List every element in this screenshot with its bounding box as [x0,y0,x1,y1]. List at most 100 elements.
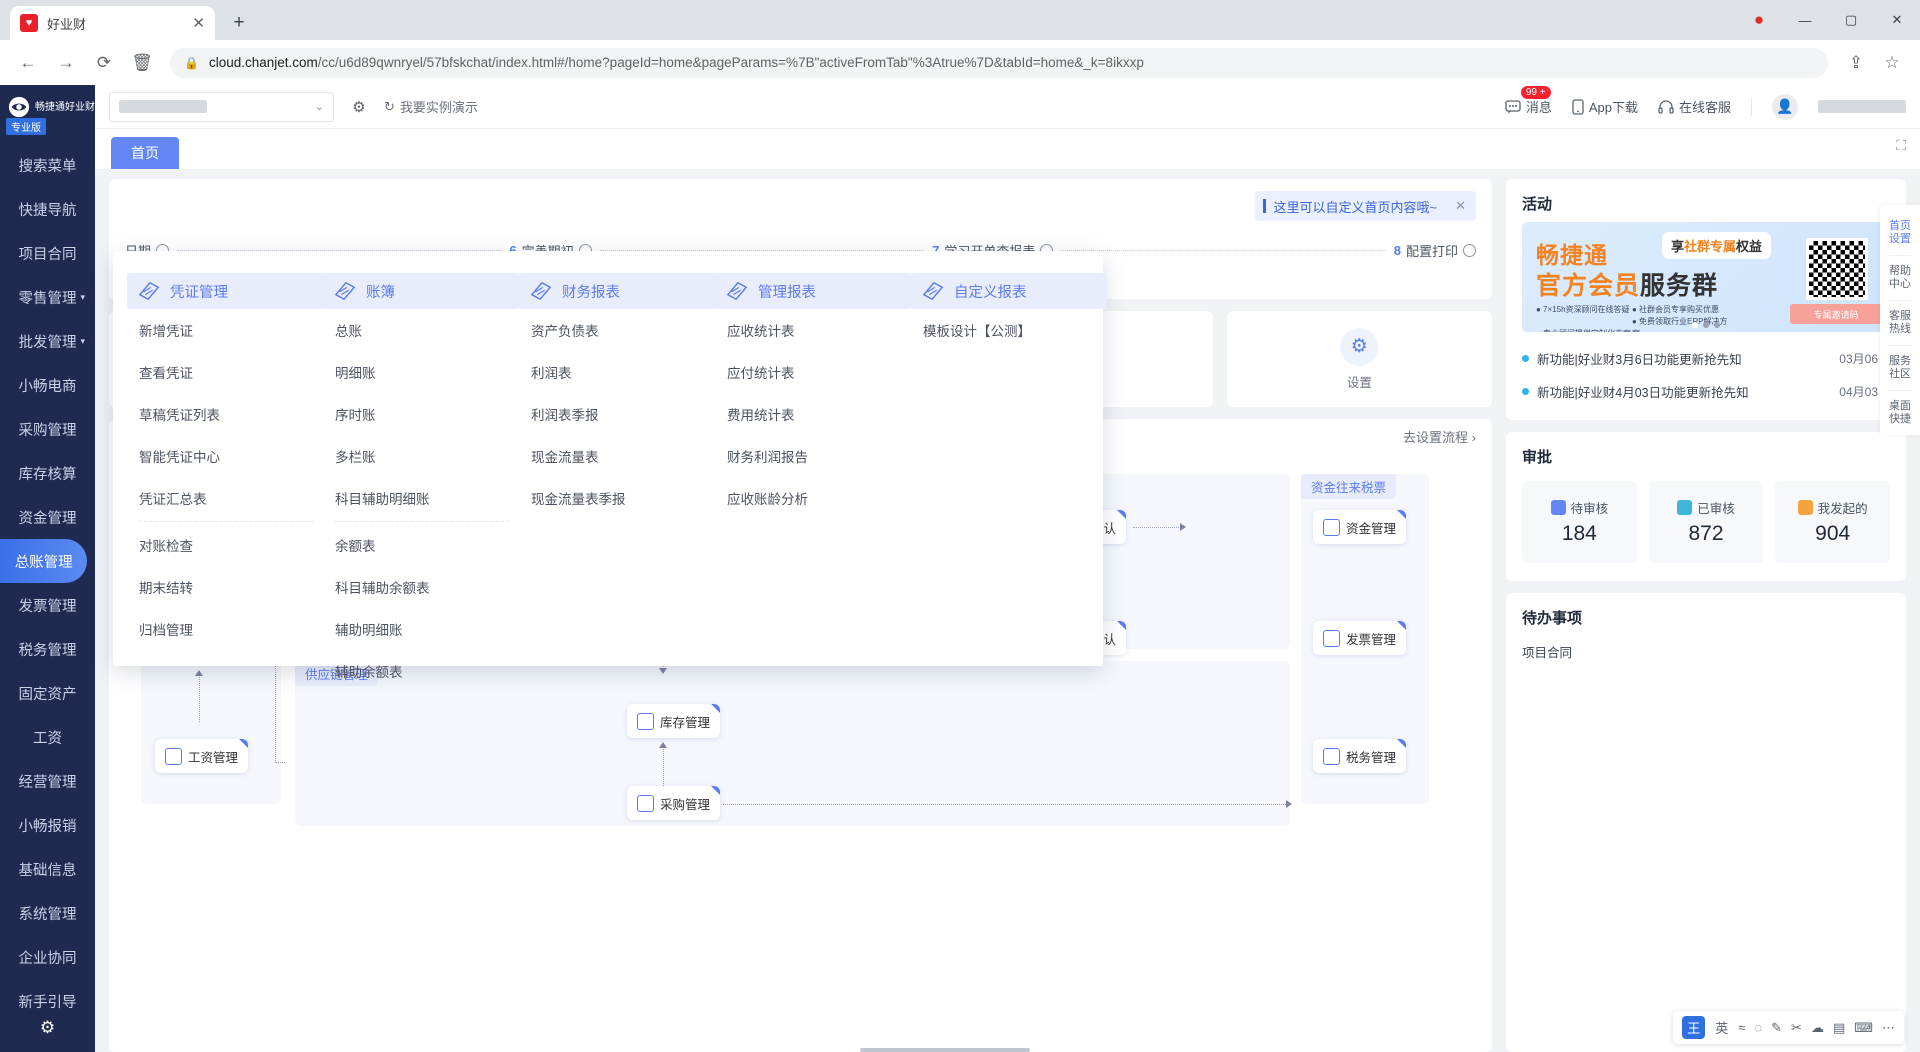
rail-item-1[interactable]: 帮助 中心 [1889,256,1911,300]
avatar[interactable]: 👤 [1772,93,1798,120]
delete-icon[interactable]: 🗑 [131,52,153,72]
ime-language-toggle[interactable]: 英 [1715,1021,1729,1036]
rail-item-0[interactable]: 首页 设置 [1889,211,1911,255]
mega-menu-item-2-0[interactable]: 资产负债表 [531,324,599,339]
topbar-gear-icon[interactable]: ⚙ [352,98,366,116]
ime-tool-icon-7[interactable]: ⋯ [1882,1019,1895,1035]
mega-column-header[interactable]: 自定义报表 [911,273,1107,309]
sidebar-item-6[interactable]: 采购管理 [0,407,95,451]
sidebar-item-14[interactable]: 经营管理 [0,759,95,803]
mega-menu-item-2-1[interactable]: 利润表 [531,366,572,381]
mega-column-header[interactable]: 账簿 [323,273,519,309]
promo-banner[interactable]: 畅捷通 官方会员服务群 享社群专属权益 ● 7×15h资深顾问在线答疑 ● 社群会… [1522,222,1890,332]
ime-tool-icon-2[interactable]: ✎ [1771,1019,1783,1035]
sidebar-item-11[interactable]: 税务管理 [0,627,95,671]
sidebar-item-19[interactable]: 新手引导 [0,979,95,1023]
mega-menu-item-3-2[interactable]: 费用统计表 [727,408,795,423]
ime-tool-icon-0[interactable]: ≈ [1738,1019,1746,1035]
sidebar-item-0[interactable]: 搜索菜单 [0,143,95,187]
close-icon[interactable]: ✕ [192,15,205,32]
mega-menu-item-3-0[interactable]: 应收统计表 [727,324,795,339]
mega-menu-item-0-6[interactable]: 对账检查 [139,539,193,554]
tip-close-icon[interactable]: ✕ [1455,198,1466,213]
maximize-button[interactable]: ▢ [1844,12,1858,27]
mega-menu-item-0-2[interactable]: 草稿凭证列表 [139,408,220,423]
mega-menu-item-2-3[interactable]: 现金流量表 [531,450,599,465]
mega-menu-item-0-3[interactable]: 智能凭证中心 [139,450,220,465]
setup-step-3[interactable]: 8 配置打印 [1394,241,1476,260]
mega-menu-item-0-0[interactable]: 新增凭证 [139,324,193,339]
sidebar-item-4[interactable]: 批发管理 ▾ [0,319,95,363]
news-item-0[interactable]: 新功能|好业财3月6日功能更新抢先知 03月06日 [1522,342,1890,375]
browser-tab[interactable]: ♥ 好业财 ✕ [10,6,215,40]
bookmark-star-icon[interactable]: ☆ [1884,52,1900,72]
mega-menu-item-1-2[interactable]: 序时账 [335,408,376,423]
forward-icon[interactable]: → [57,52,75,72]
sidebar-item-17[interactable]: 系统管理 [0,891,95,935]
mega-menu-item-0-4[interactable]: 凭证汇总表 [139,492,207,507]
reload-icon[interactable]: ⟳ [96,52,112,72]
customize-tip[interactable]: 这里可以自定义首页内容哦~ ✕ [1254,191,1476,221]
node-payroll-management[interactable]: 工资管理 [155,739,249,773]
ime-tool-icon-4[interactable]: ☁ [1810,1019,1824,1035]
tab-home[interactable]: 首页 [111,137,179,169]
mega-menu-item-3-3[interactable]: 财务利润报告 [727,450,808,465]
record-icon[interactable]: ● [1753,10,1765,29]
app-download-button[interactable]: App下载 [1572,97,1638,116]
node-invoice-management[interactable]: 发票管理 [1313,621,1407,655]
carousel-dots[interactable] [1692,322,1720,328]
minimize-button[interactable]: — [1798,12,1812,28]
online-service-button[interactable]: 在线客服 [1658,97,1731,116]
mega-menu-item-1-1[interactable]: 明细账 [335,366,376,381]
mega-menu-item-1-8[interactable]: 辅助明细账 [335,623,403,638]
mega-menu-item-1-9[interactable]: 辅助余额表 [335,665,403,680]
window-close-button[interactable]: ✕ [1891,12,1903,27]
ime-tool-icon-6[interactable]: ⌨ [1854,1019,1873,1035]
mega-column-header[interactable]: 财务报表 [519,273,715,309]
demo-button[interactable]: ↻ 我要实例演示 [384,97,478,116]
setup-flow-link[interactable]: 去设置流程 › [1403,430,1476,445]
back-icon[interactable]: ← [19,52,37,72]
sidebar-item-5[interactable]: 小畅电商 [0,363,95,407]
sidebar-item-15[interactable]: 小畅报销 [0,803,95,847]
gear-icon[interactable]: ⚙ [39,1018,56,1037]
node-fund-management[interactable]: 资金管理 [1313,510,1407,544]
mega-menu-item-1-6[interactable]: 余额表 [335,539,376,554]
mega-column-header[interactable]: 管理报表 [715,273,911,309]
sidebar-item-8[interactable]: 资金管理 [0,495,95,539]
mega-menu-item-1-0[interactable]: 总账 [335,324,362,339]
news-item-1[interactable]: 新功能|好业财4月03日功能更新抢先知 04月03日 [1522,375,1890,408]
ime-logo-icon[interactable]: 王 [1682,1016,1706,1039]
org-selector[interactable]: ⌄ [109,91,334,122]
sidebar-item-3[interactable]: 零售管理 ▾ [0,275,95,319]
messages-button[interactable]: 消息 99 + [1505,86,1552,116]
mega-menu-item-1-3[interactable]: 多栏账 [335,450,376,465]
ime-tool-icon-1[interactable]: ◌ [1754,1019,1763,1035]
address-bar[interactable]: 🔒 cloud.chanjet.com/cc/u6d89qwnryel/57bf… [170,47,1828,78]
approval-box-1[interactable]: 已审核 872 [1648,481,1764,563]
mega-menu-item-3-4[interactable]: 应收账龄分析 [727,492,808,507]
mega-menu-item-2-2[interactable]: 利润表季报 [531,408,599,423]
mega-menu-item-2-4[interactable]: 现金流量表季报 [531,492,626,507]
mega-menu-item-3-1[interactable]: 应付统计表 [727,366,795,381]
mega-menu-item-1-7[interactable]: 科目辅助余额表 [335,581,430,596]
sidebar-item-13[interactable]: 工资 [0,715,95,759]
sidebar-item-9[interactable]: 总账管理 [0,539,88,583]
sidebar-item-2[interactable]: 项目合同 [0,231,95,275]
ime-tool-icon-3[interactable]: ✂ [1791,1019,1802,1035]
approval-box-0[interactable]: 待审核 184 [1522,481,1637,563]
sidebar-item-1[interactable]: 快捷导航 [0,187,95,231]
node-purchase-management[interactable]: 采购管理 [627,786,721,820]
todo-item[interactable]: 项目合同 [1522,646,1573,660]
new-tab-button[interactable]: + [233,12,245,33]
rail-item-4[interactable]: 桌面 快捷 [1889,391,1911,435]
share-icon[interactable]: ⇪ [1848,52,1864,72]
mega-menu-item-1-4[interactable]: 科目辅助明细账 [335,492,430,507]
node-inventory-management[interactable]: 库存管理 [627,704,721,738]
ime-tool-icon-5[interactable]: ▤ [1832,1019,1846,1035]
fullscreen-icon[interactable]: ⛶ [1896,137,1906,153]
mega-menu-item-4-0[interactable]: 模板设计【公测】 [923,324,1031,339]
node-tax-management[interactable]: 税务管理 [1313,739,1407,773]
mega-menu-item-0-8[interactable]: 归档管理 [139,623,193,638]
approval-box-2[interactable]: 我发起的 904 [1775,481,1891,563]
